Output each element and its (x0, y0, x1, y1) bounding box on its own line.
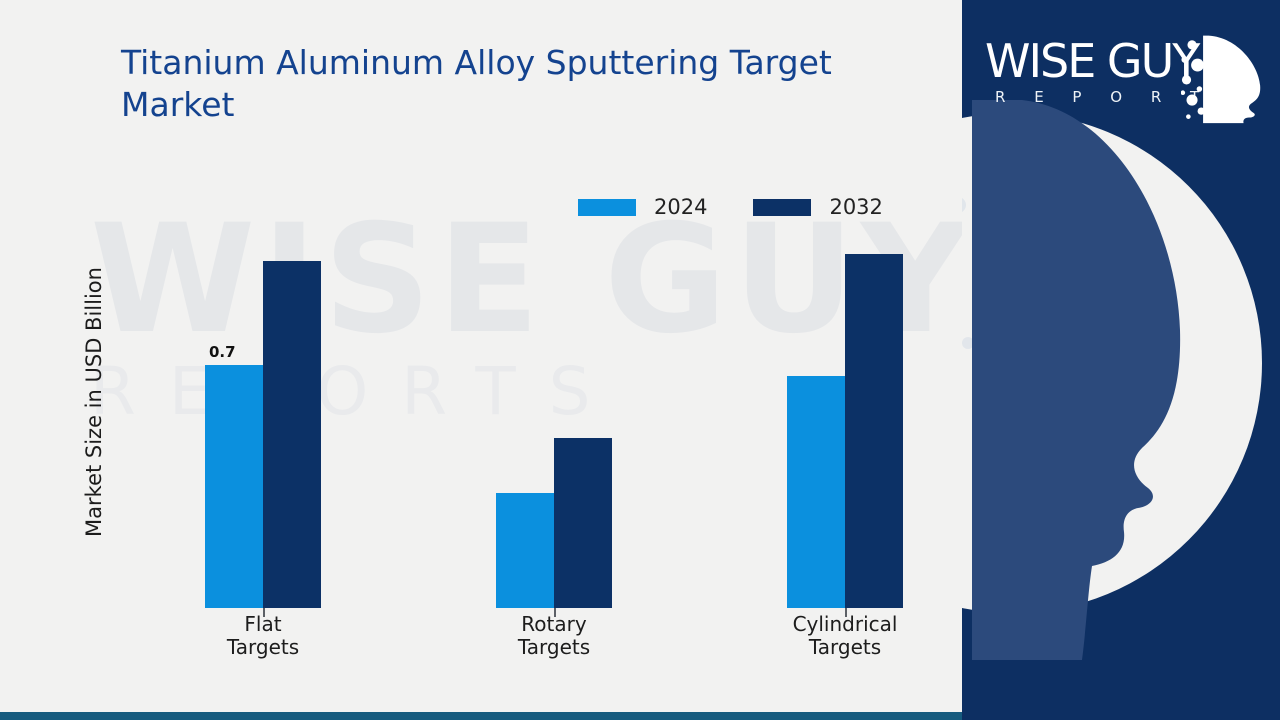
x-axis-tick (845, 608, 847, 617)
bar-2024-cylindrical-targets[interactable] (787, 376, 845, 608)
legend-swatch-2024 (578, 198, 636, 216)
bar-2024-rotary-targets[interactable] (496, 493, 554, 608)
x-axis-category-label: Cylindrical Targets (792, 612, 898, 660)
bar-value-label: 0.7 (209, 343, 236, 361)
logo-subtext: R E P O R T S (995, 88, 1250, 106)
chart-title: Titanium Aluminum Alloy Sputtering Targe… (121, 43, 832, 125)
legend-item-2032[interactable]: 2032 (753, 194, 883, 219)
bar-2032-cylindrical-targets[interactable] (845, 254, 903, 608)
chart-legend: 2024 2032 (578, 194, 883, 220)
x-axis-category-label: Rotary Targets (517, 612, 591, 660)
legend-item-2024[interactable]: 2024 (578, 194, 708, 219)
brand-logo: WISE GUY R E P O R T S (985, 34, 1265, 124)
x-axis-tick (263, 608, 265, 617)
legend-swatch-2032 (753, 198, 812, 216)
x-axis-category-label: Flat Targets (226, 612, 300, 660)
legend-label-2032: 2032 (829, 194, 883, 219)
logo-wordmark: WISE GUY (985, 34, 1200, 88)
plot-area: 0.7 Flat Targets Rotary Targets Cylindrical Ta… (205, 254, 903, 660)
head-silhouette-icon (972, 100, 1181, 660)
bar-2032-rotary-targets[interactable] (554, 438, 612, 608)
logo-head-icon (1181, 35, 1261, 124)
bar-2024-flat-targets[interactable] (205, 365, 263, 608)
legend-label-2024: 2024 (654, 194, 708, 219)
x-axis-tick (554, 608, 556, 617)
bottom-accent-strip (0, 712, 962, 720)
bar-2032-flat-targets[interactable] (263, 261, 321, 608)
